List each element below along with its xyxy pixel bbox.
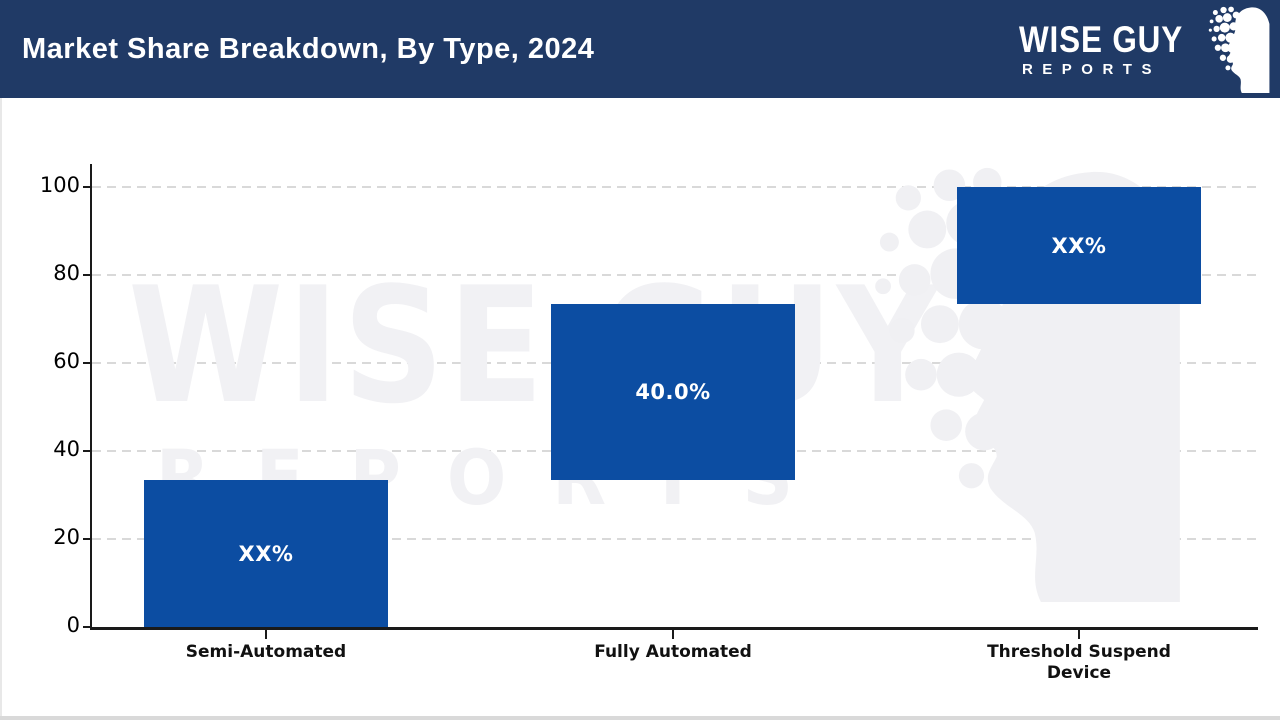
y-tick-label: 60 bbox=[53, 349, 80, 373]
y-tick-label: 100 bbox=[39, 173, 80, 197]
x-axis-spine bbox=[90, 627, 1258, 630]
y-gridline bbox=[92, 274, 1258, 276]
y-tick bbox=[83, 274, 91, 276]
bar-segment: XX% bbox=[144, 480, 388, 627]
bar-segment: 40.0% bbox=[551, 304, 795, 481]
page-title: Market Share Breakdown, By Type, 2024 bbox=[22, 32, 595, 65]
y-tick-label: 40 bbox=[53, 437, 80, 461]
y-tick bbox=[83, 538, 91, 540]
x-tick bbox=[265, 630, 267, 639]
y-tick-label: 80 bbox=[53, 261, 80, 285]
category-label: Semi-Automated bbox=[185, 642, 347, 662]
chart-area: WISE GUY REPORTS 0 20 40 60 80 100 XX% 40.0% XX%… bbox=[0, 98, 1280, 716]
brand-subtitle: REPORTS bbox=[1021, 61, 1161, 78]
bar-value-label: 40.0% bbox=[635, 380, 711, 405]
category-label: Threshold Suspend Device bbox=[987, 642, 1171, 684]
y-tick-label: 20 bbox=[53, 525, 80, 549]
y-tick-label: 0 bbox=[66, 613, 80, 637]
y-tick bbox=[83, 450, 91, 452]
dotted-face-profile-icon bbox=[1208, 6, 1270, 93]
brand-logo: WISE GUY REPORTS bbox=[1019, 5, 1270, 93]
bar-segment: XX% bbox=[957, 187, 1201, 305]
x-tick bbox=[1078, 630, 1080, 639]
x-tick bbox=[672, 630, 674, 639]
y-axis-spine bbox=[90, 164, 92, 630]
y-tick bbox=[83, 362, 91, 364]
y-gridline bbox=[92, 538, 1258, 540]
bar-value-label: XX% bbox=[1051, 233, 1107, 258]
footer-strip bbox=[0, 716, 1280, 720]
y-tick bbox=[83, 186, 91, 188]
watermark-brand-name: WISE GUY bbox=[128, 252, 943, 439]
brand-name: WISE GUY bbox=[1018, 19, 1184, 60]
y-tick bbox=[83, 626, 91, 628]
category-label: Fully Automated bbox=[594, 642, 752, 662]
bar-value-label: XX% bbox=[238, 541, 294, 566]
brand-logo-text: WISE GUY REPORTS bbox=[1019, 21, 1212, 77]
y-gridline bbox=[92, 186, 1258, 188]
header-bar: Market Share Breakdown, By Type, 2024 WI… bbox=[0, 0, 1280, 98]
